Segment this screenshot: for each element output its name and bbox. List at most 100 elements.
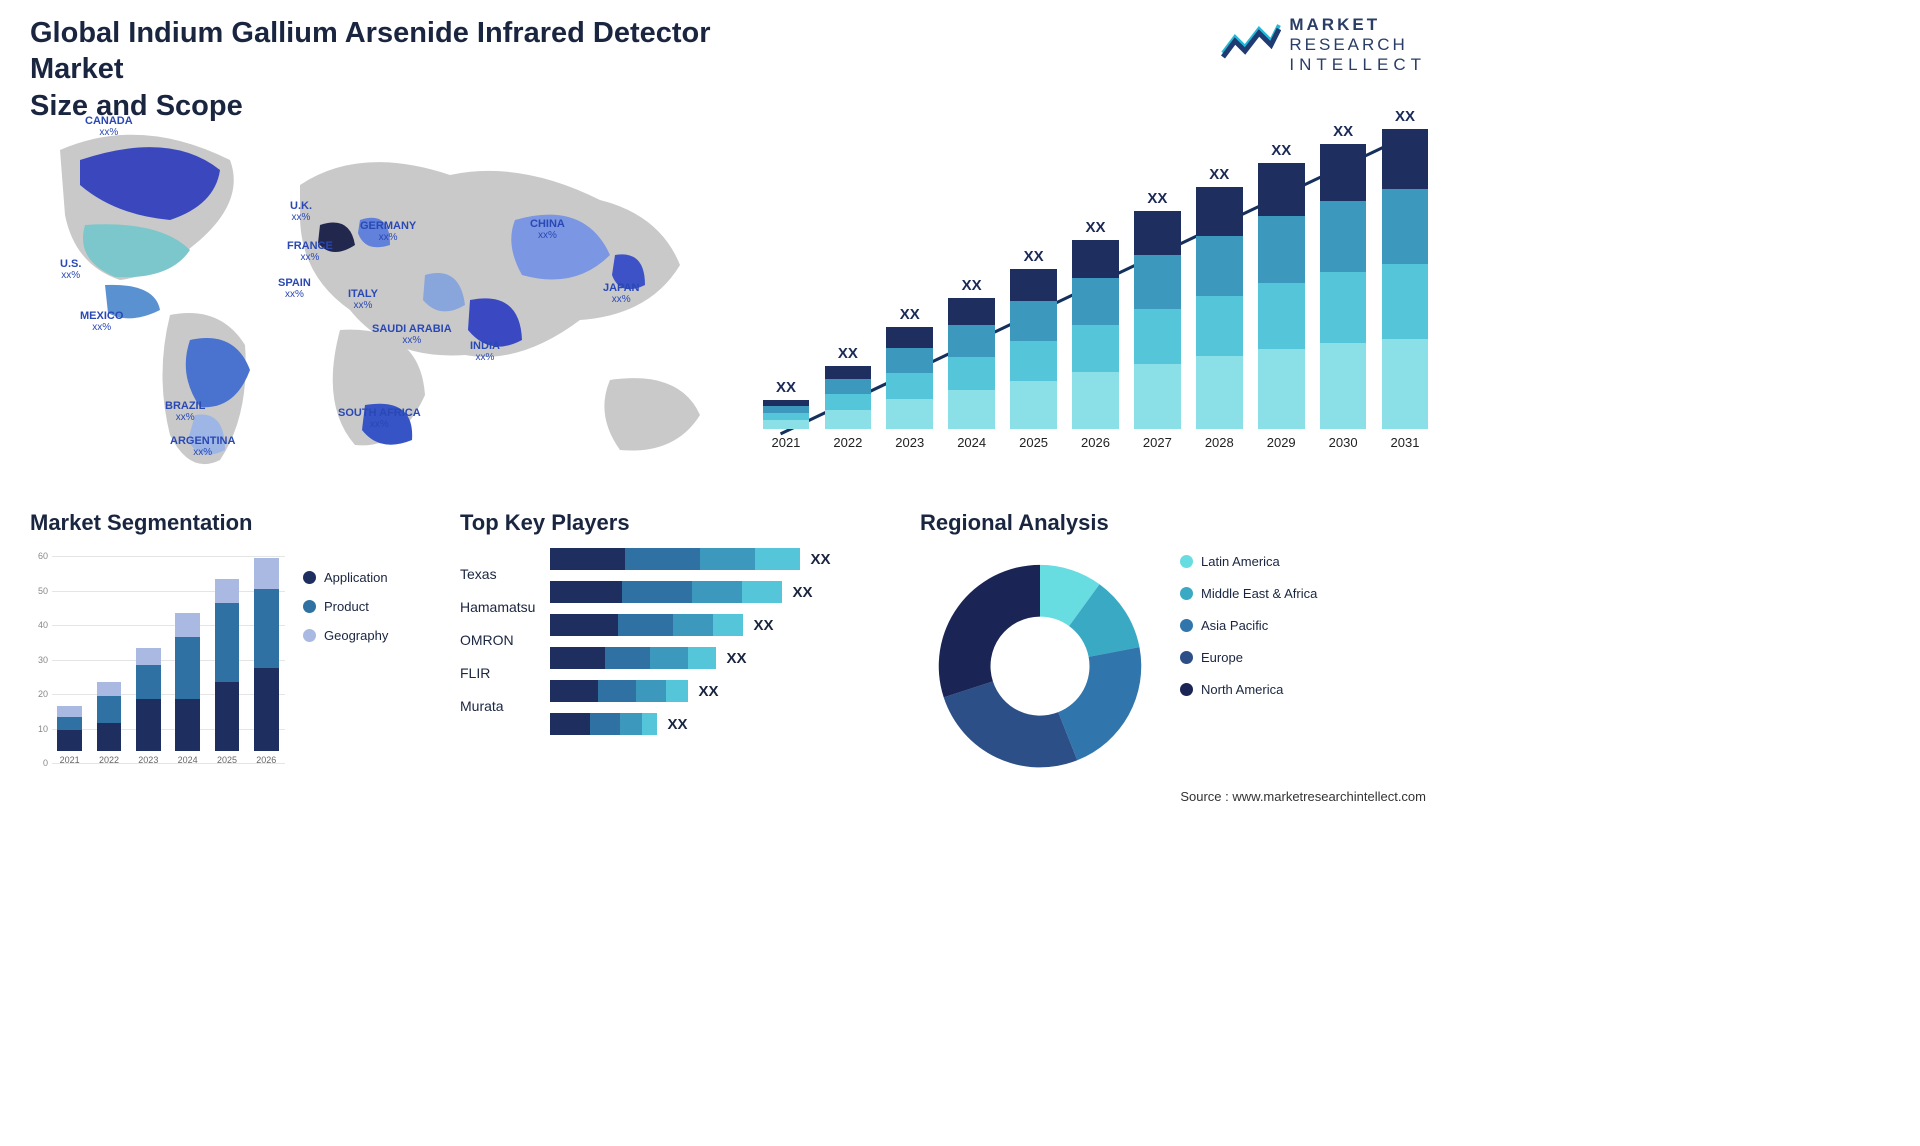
map-label-brazil: BRAZILxx%: [165, 400, 205, 423]
world-map-panel: CANADAxx%U.S.xx%MEXICOxx%BRAZILxx%ARGENT…: [20, 105, 730, 485]
map-label-italy: ITALYxx%: [348, 288, 378, 311]
growth-bar-value: XX: [1024, 248, 1044, 265]
donut-slice-north-america: [939, 565, 1040, 698]
market-growth-chart: XX2021XX2022XX2023XX2024XX2025XX2026XX20…: [760, 105, 1431, 475]
seg-bar-2025: 2025: [211, 579, 242, 766]
growth-bar-2031: XX2031: [1379, 108, 1431, 450]
map-label-saudi-arabia: SAUDI ARABIAxx%: [372, 323, 452, 346]
map-label-u-k-: U.K.xx%: [290, 200, 312, 223]
growth-bar-2023: XX 2023: [884, 306, 936, 450]
region-legend-item: Latin America: [1180, 554, 1317, 569]
seg-x-label: 2021: [60, 755, 80, 765]
logo-text-2: RESEARCH: [1289, 35, 1426, 55]
growth-bar-year: 2027: [1143, 435, 1172, 450]
region-legend-item: Asia Pacific: [1180, 618, 1317, 633]
seg-x-label: 2025: [217, 755, 237, 765]
map-label-argentina: ARGENTINAxx%: [170, 435, 235, 458]
seg-bar-2023: 2023: [133, 648, 164, 766]
seg-legend-item: Application: [303, 570, 388, 585]
map-label-china: CHINAxx%: [530, 218, 565, 241]
growth-bar-2026: XX 2026: [1070, 219, 1122, 450]
map-label-south-africa: SOUTH AFRICAxx%: [338, 407, 421, 430]
region-legend-item: North America: [1180, 682, 1317, 697]
player-label: OMRON: [460, 632, 535, 648]
seg-y-tick: 40: [30, 620, 48, 630]
player-label: FLIR: [460, 665, 535, 681]
growth-bar-value: XX: [776, 379, 796, 396]
growth-bar-year: 2030: [1329, 435, 1358, 450]
seg-legend-item: Geography: [303, 628, 388, 643]
players-bars: XX XX XX XX XX XX: [550, 548, 890, 735]
seg-bar-2024: 2024: [172, 613, 203, 765]
growth-bar-2027: XX2027: [1131, 190, 1183, 450]
seg-y-tick: 50: [30, 586, 48, 596]
source-attribution: Source : www.marketresearchintellect.com: [1180, 789, 1426, 804]
players-title: Top Key Players: [460, 510, 890, 536]
player-label: Texas: [460, 566, 535, 582]
seg-x-label: 2026: [256, 755, 276, 765]
seg-bar-2021: 2021: [54, 706, 85, 765]
map-label-u-s-: U.S.xx%: [60, 258, 81, 281]
regional-legend: Latin America Middle East & Africa Asia Pa…: [1180, 554, 1317, 773]
growth-bar-year: 2023: [895, 435, 924, 450]
player-bar-row: XX: [550, 680, 890, 702]
segmentation-panel: Market Segmentation 01020304050602021202…: [30, 510, 430, 783]
players-labels: TexasHamamatsuOMRONFLIRMurata: [460, 566, 535, 714]
donut-slice-europe: [944, 681, 1078, 767]
player-bar-value: XX: [698, 683, 718, 700]
seg-legend-item: Product: [303, 599, 388, 614]
regional-analysis-panel: Regional Analysis Latin America Middle Ea…: [920, 510, 1431, 783]
growth-bar-value: XX: [838, 345, 858, 362]
player-bar-value: XX: [726, 650, 746, 667]
growth-bar-year: 2021: [771, 435, 800, 450]
player-bar-value: XX: [810, 551, 830, 568]
growth-bar-value: XX: [1395, 108, 1415, 125]
segmentation-legend: Application Product Geography: [303, 570, 388, 783]
seg-y-tick: 60: [30, 551, 48, 561]
logo-text-1: MARKET: [1289, 15, 1426, 35]
title-line-1: Global Indium Gallium Arsenide Infrared …: [30, 17, 711, 85]
player-bar-value: XX: [753, 617, 773, 634]
growth-bar-2022: XX 2022: [822, 345, 874, 450]
key-players-panel: Top Key Players TexasHamamatsuOMRONFLIRM…: [460, 510, 890, 783]
regional-donut-chart: [920, 548, 1160, 773]
growth-bar-year: 2029: [1267, 435, 1296, 450]
region-legend-item: Middle East & Africa: [1180, 586, 1317, 601]
player-bar-row: XX: [550, 713, 890, 735]
growth-bar-year: 2026: [1081, 435, 1110, 450]
growth-bar-value: XX: [1085, 219, 1105, 236]
growth-bar-2030: XX 2030: [1317, 123, 1369, 450]
growth-bar-value: XX: [1333, 123, 1353, 140]
map-label-france: FRANCExx%: [287, 240, 333, 263]
seg-x-label: 2023: [138, 755, 158, 765]
segmentation-title: Market Segmentation: [30, 510, 430, 536]
growth-bar-value: XX: [900, 306, 920, 323]
growth-bar-2025: XX 2025: [1008, 248, 1060, 450]
growth-bar-year: 2024: [957, 435, 986, 450]
player-bar-row: XX: [550, 581, 890, 603]
map-label-spain: SPAINxx%: [278, 277, 311, 300]
seg-y-tick: 30: [30, 655, 48, 665]
seg-bar-2022: 2022: [93, 682, 124, 765]
seg-x-label: 2022: [99, 755, 119, 765]
growth-bar-value: XX: [1271, 142, 1291, 159]
growth-bar-2028: XX 2028: [1193, 166, 1245, 450]
player-bar-row: XX: [550, 614, 890, 636]
seg-x-label: 2024: [178, 755, 198, 765]
donut-slice-asia-pacific: [1058, 647, 1141, 760]
player-bar-row: XX: [550, 647, 890, 669]
growth-bar-year: 2022: [833, 435, 862, 450]
growth-bar-year: 2028: [1205, 435, 1234, 450]
player-bar-value: XX: [667, 716, 687, 733]
growth-bar-2021: XX 2021: [760, 379, 812, 450]
seg-y-tick: 20: [30, 689, 48, 699]
map-label-germany: GERMANYxx%: [360, 220, 416, 243]
regional-title: Regional Analysis: [920, 510, 1431, 536]
player-bar-row: XX: [550, 548, 890, 570]
growth-bar-2029: XX 2029: [1255, 142, 1307, 450]
player-bar-value: XX: [792, 584, 812, 601]
map-label-canada: CANADAxx%: [85, 115, 133, 138]
growth-bar-year: 2025: [1019, 435, 1048, 450]
growth-bar-value: XX: [1209, 166, 1229, 183]
map-label-india: INDIAxx%: [470, 340, 500, 363]
